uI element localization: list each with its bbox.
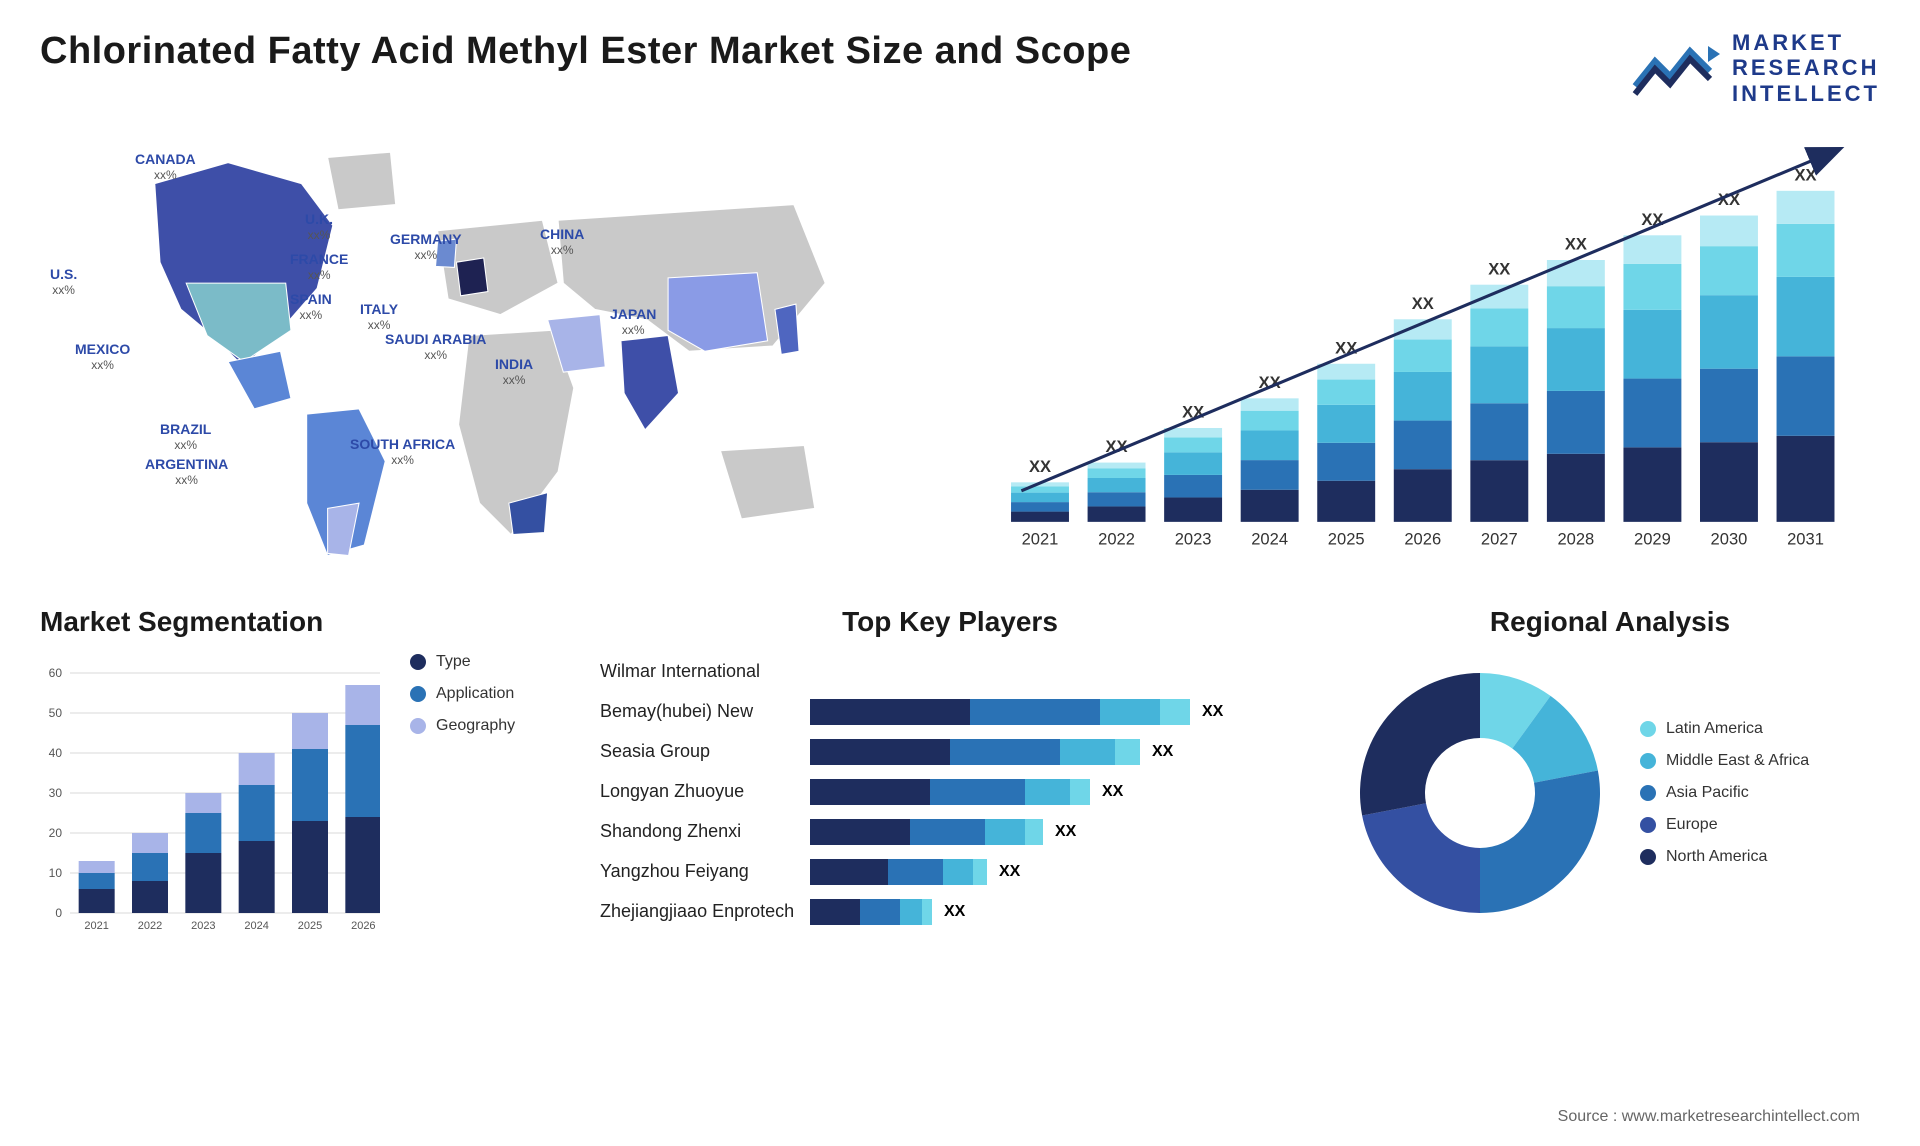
- svg-text:2027: 2027: [1481, 530, 1518, 549]
- logo: MARKET RESEARCH INTELLECT: [1630, 30, 1880, 106]
- logo-icon: [1630, 36, 1720, 100]
- map-label: U.S.xx%: [50, 266, 77, 297]
- player-row: Bemay(hubei) NewXX: [600, 693, 1300, 731]
- bottom-row: Market Segmentation 0 10 20 30 40 50 60 2021 202…: [40, 606, 1880, 966]
- svg-text:2026: 2026: [351, 920, 375, 932]
- map-label: U.K.xx%: [305, 211, 333, 242]
- svg-text:2025: 2025: [298, 920, 322, 932]
- region-legend: Latin America Middle East & Africa Asia Pa…: [1640, 720, 1809, 866]
- svg-text:50: 50: [49, 706, 63, 720]
- map-label: SPAINxx%: [290, 291, 332, 322]
- player-row: Zhejiangjiaao EnprotechXX: [600, 893, 1300, 931]
- map-label: FRANCExx%: [290, 251, 348, 282]
- svg-text:2025: 2025: [1328, 530, 1365, 549]
- legend-item: North America: [1640, 848, 1809, 866]
- map-label: MEXICOxx%: [75, 341, 130, 372]
- players-title: Top Key Players: [600, 606, 1300, 638]
- seg-legend: Type Application Geography: [410, 653, 515, 933]
- map-label: ITALYxx%: [360, 301, 398, 332]
- svg-text:2022: 2022: [138, 920, 162, 932]
- svg-text:20: 20: [49, 826, 63, 840]
- svg-text:XX: XX: [1488, 259, 1510, 278]
- logo-line2: RESEARCH: [1732, 55, 1880, 80]
- legend-item: Latin America: [1640, 720, 1809, 738]
- map-label: ARGENTINAxx%: [145, 456, 228, 487]
- svg-text:2030: 2030: [1711, 530, 1748, 549]
- map-svg: [40, 126, 940, 566]
- svg-text:30: 30: [49, 786, 63, 800]
- map-label: INDIAxx%: [495, 356, 533, 387]
- legend-item: Asia Pacific: [1640, 784, 1809, 802]
- map-label: GERMANYxx%: [390, 231, 462, 262]
- svg-text:60: 60: [49, 666, 63, 680]
- main-chart-svg: 2021XX2022XX2023XX2024XX2025XX2026XX2027…: [980, 126, 1880, 566]
- svg-text:XX: XX: [1412, 294, 1434, 313]
- segmentation-title: Market Segmentation: [40, 606, 560, 638]
- regional-section: Regional Analysis Latin America Middle Ea…: [1340, 606, 1880, 966]
- world-map: CANADAxx% U.S.xx% MEXICOxx% BRAZILxx% ARGENT…: [40, 126, 940, 566]
- svg-text:40: 40: [49, 746, 63, 760]
- player-header: Wilmar International: [600, 653, 1300, 691]
- logo-text: MARKET RESEARCH INTELLECT: [1732, 30, 1880, 106]
- header: Chlorinated Fatty Acid Methyl Ester Mark…: [40, 30, 1880, 106]
- regional-title: Regional Analysis: [1340, 606, 1880, 638]
- legend-item: Type: [410, 653, 515, 671]
- logo-line1: MARKET: [1732, 30, 1880, 55]
- footer-source: Source : www.marketresearchintellect.com: [1558, 1108, 1860, 1126]
- svg-text:2024: 2024: [244, 920, 268, 932]
- svg-text:2031: 2031: [1787, 530, 1824, 549]
- svg-text:XX: XX: [1794, 165, 1816, 184]
- top-row: CANADAxx% U.S.xx% MEXICOxx% BRAZILxx% ARGENT…: [40, 126, 1880, 566]
- player-row: Longyan ZhuoyueXX: [600, 773, 1300, 811]
- svg-text:2026: 2026: [1404, 530, 1441, 549]
- map-label: SAUDI ARABIAxx%: [385, 331, 486, 362]
- map-label: JAPANxx%: [610, 306, 656, 337]
- donut-chart: [1340, 653, 1620, 933]
- svg-text:2029: 2029: [1634, 530, 1671, 549]
- svg-text:0: 0: [55, 906, 62, 920]
- svg-text:XX: XX: [1565, 235, 1587, 254]
- map-label: CANADAxx%: [135, 151, 196, 182]
- svg-text:2024: 2024: [1251, 530, 1288, 549]
- map-label: CHINAxx%: [540, 226, 584, 257]
- logo-line3: INTELLECT: [1732, 81, 1880, 106]
- svg-text:2021: 2021: [84, 920, 108, 932]
- player-row: Yangzhou FeiyangXX: [600, 853, 1300, 891]
- legend-item: Geography: [410, 717, 515, 735]
- svg-text:2023: 2023: [191, 920, 215, 932]
- segmentation-section: Market Segmentation 0 10 20 30 40 50 60 2021 202…: [40, 606, 560, 966]
- legend-item: Application: [410, 685, 515, 703]
- legend-item: Europe: [1640, 816, 1809, 834]
- players-section: Top Key Players Wilmar InternationalBema…: [600, 606, 1300, 966]
- players-list: Wilmar InternationalBemay(hubei) NewXXSe…: [600, 653, 1300, 933]
- map-label: SOUTH AFRICAxx%: [350, 436, 455, 467]
- map-label: BRAZILxx%: [160, 421, 211, 452]
- svg-text:2028: 2028: [1557, 530, 1594, 549]
- player-row: Shandong ZhenxiXX: [600, 813, 1300, 851]
- svg-text:XX: XX: [1029, 457, 1051, 476]
- legend-item: Middle East & Africa: [1640, 752, 1809, 770]
- player-row: Seasia GroupXX: [600, 733, 1300, 771]
- svg-text:2023: 2023: [1175, 530, 1212, 549]
- svg-text:2021: 2021: [1022, 530, 1059, 549]
- page-title: Chlorinated Fatty Acid Methyl Ester Mark…: [40, 30, 1131, 73]
- svg-text:10: 10: [49, 866, 63, 880]
- seg-chart: 0 10 20 30 40 50 60 2021 2022 2023 2024 2025 2026: [40, 653, 380, 933]
- svg-text:2022: 2022: [1098, 530, 1135, 549]
- main-bar-chart: 2021XX2022XX2023XX2024XX2025XX2026XX2027…: [980, 126, 1880, 566]
